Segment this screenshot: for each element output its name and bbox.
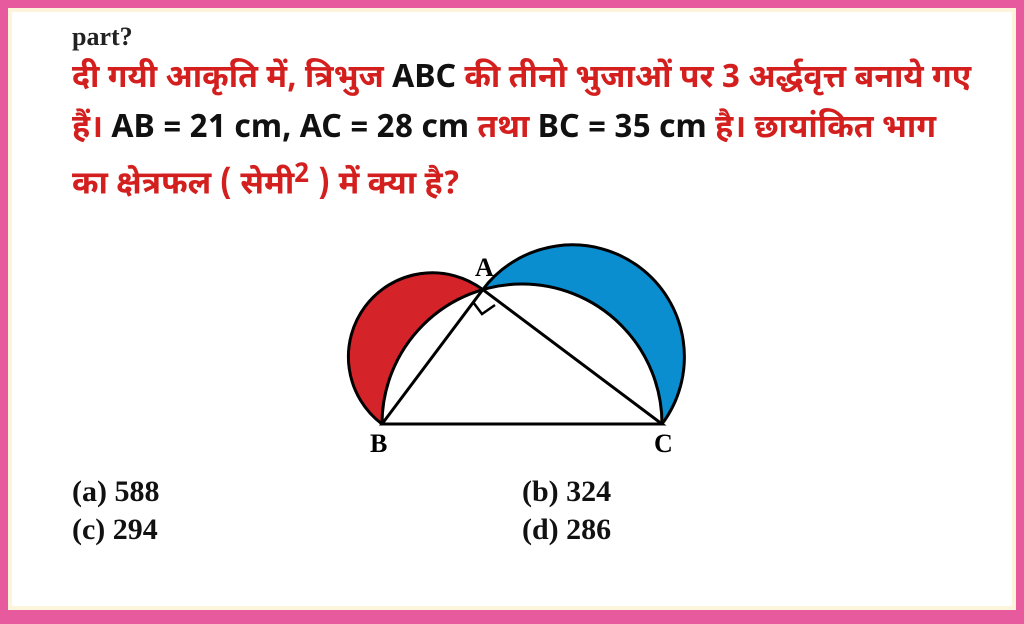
- outer-frame: part? दी गयी आकृति में, त्रिभुज ABC की त…: [6, 6, 1018, 612]
- option-b-key: (b): [522, 475, 559, 508]
- part-label: part?: [72, 22, 972, 52]
- q-seg5: ) में क्या है?: [309, 166, 460, 208]
- option-d[interactable]: (d) 286: [522, 511, 972, 549]
- label-c: C: [654, 429, 673, 458]
- geometry-diagram: A B C: [292, 214, 752, 464]
- option-c[interactable]: (c) 294: [72, 511, 522, 549]
- q-bc-eq: BC = 35 cm: [538, 109, 707, 151]
- question-text: दी गयी आकृति में, त्रिभुज ABC की तीनो भु…: [72, 56, 972, 212]
- label-b: B: [370, 429, 387, 458]
- q-sup: 2: [294, 158, 309, 193]
- question-card: part? दी गयी आकृति में, त्रिभुज ABC की त…: [12, 12, 1012, 606]
- q-seg1: दी गयी आकृति में, त्रिभुज: [72, 59, 392, 101]
- option-d-key: (d): [522, 513, 559, 546]
- option-a-value: 588: [114, 475, 159, 508]
- option-b[interactable]: (b) 324: [522, 473, 972, 511]
- option-b-value: 324: [566, 475, 611, 508]
- option-d-value: 286: [566, 513, 611, 546]
- label-a: A: [475, 253, 494, 282]
- option-c-value: 294: [113, 513, 158, 546]
- q-ab-eq: AB = 21 cm, AC = 28 cm: [111, 109, 469, 151]
- option-c-key: (c): [72, 513, 105, 546]
- options-grid: (a) 588 (b) 324 (c) 294 (d) 286: [72, 473, 972, 549]
- q-seg3: तथा: [469, 109, 538, 151]
- option-a[interactable]: (a) 588: [72, 473, 522, 511]
- diagram-container: A B C: [72, 214, 972, 471]
- q-abc: ABC: [392, 59, 456, 101]
- option-a-key: (a): [72, 475, 107, 508]
